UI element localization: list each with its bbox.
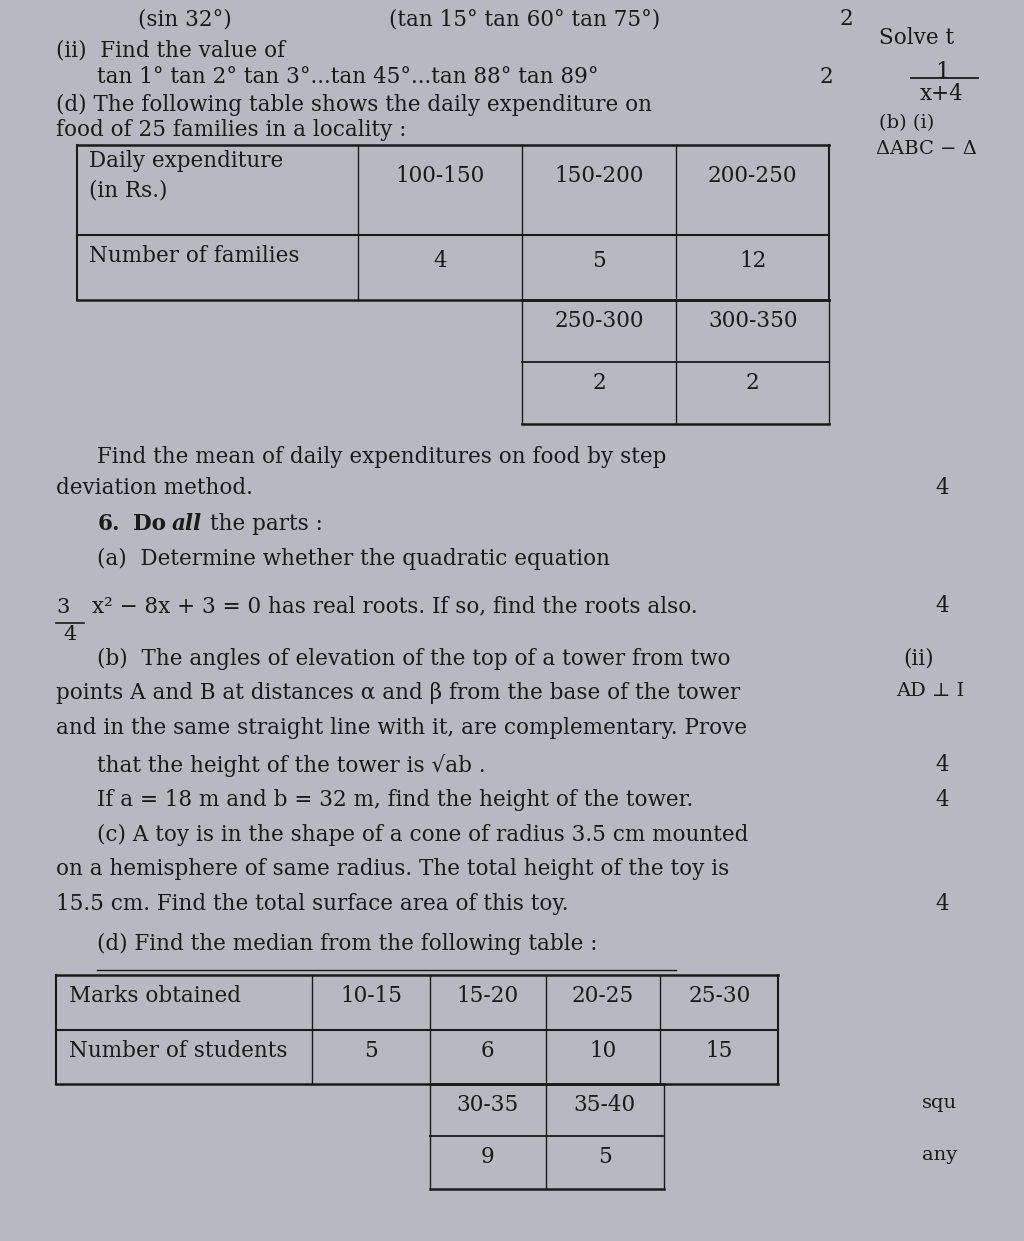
Text: 4: 4 — [935, 596, 948, 617]
Text: 250-300: 250-300 — [554, 310, 644, 331]
Text: 6: 6 — [481, 1040, 495, 1061]
Text: 2: 2 — [745, 372, 760, 393]
Text: If a = 18 m and b = 32 m, find the height of the tower.: If a = 18 m and b = 32 m, find the heigh… — [97, 789, 693, 810]
Text: 4: 4 — [935, 478, 948, 499]
Text: 35-40: 35-40 — [573, 1095, 636, 1116]
Text: 9: 9 — [481, 1147, 495, 1168]
Text: 2: 2 — [840, 7, 853, 30]
Text: 10: 10 — [590, 1040, 616, 1061]
Text: (d) Find the median from the following table :: (d) Find the median from the following t… — [97, 933, 598, 956]
Text: 20-25: 20-25 — [572, 985, 634, 1006]
Text: 4: 4 — [935, 755, 948, 776]
Text: 5: 5 — [365, 1040, 378, 1061]
Text: 100-150: 100-150 — [395, 165, 485, 187]
Text: 6.: 6. — [97, 514, 120, 535]
Text: 25-30: 25-30 — [688, 985, 751, 1006]
Text: 4: 4 — [935, 894, 948, 915]
Text: Daily expenditure: Daily expenditure — [89, 150, 284, 172]
Text: (ii): (ii) — [903, 648, 934, 669]
Text: any: any — [922, 1147, 956, 1164]
Text: Solve t: Solve t — [879, 27, 953, 50]
Text: Number of families: Number of families — [89, 246, 300, 267]
Text: 5: 5 — [598, 1147, 611, 1168]
Text: (tan 15° tan 60° tan 75°): (tan 15° tan 60° tan 75°) — [389, 7, 660, 30]
Text: AD ⊥ I: AD ⊥ I — [896, 683, 965, 700]
Text: 2: 2 — [592, 372, 606, 393]
Text: 4: 4 — [433, 251, 447, 272]
Text: (sin 32°): (sin 32°) — [138, 7, 232, 30]
Text: (a)  Determine whether the quadratic equation: (a) Determine whether the quadratic equa… — [97, 549, 610, 571]
Text: 150-200: 150-200 — [554, 165, 644, 187]
Text: food of 25 families in a locality :: food of 25 families in a locality : — [56, 119, 407, 141]
Text: 15: 15 — [706, 1040, 733, 1061]
Text: (b)  The angles of elevation of the top of a tower from two: (b) The angles of elevation of the top o… — [97, 648, 731, 670]
Text: 2: 2 — [819, 66, 833, 88]
Text: tan 1° tan 2° tan 3°...tan 45°...tan 88° tan 89°: tan 1° tan 2° tan 3°...tan 45°...tan 88°… — [97, 66, 599, 88]
Text: that the height of the tower is √ab .: that the height of the tower is √ab . — [97, 755, 486, 777]
Text: ΔABC − Δ: ΔABC − Δ — [876, 140, 977, 159]
Text: x² − 8x + 3 = 0 has real roots. If so, find the roots also.: x² − 8x + 3 = 0 has real roots. If so, f… — [92, 596, 697, 617]
Text: (d) The following table shows the daily expenditure on: (d) The following table shows the daily … — [56, 94, 652, 117]
Text: 15-20: 15-20 — [457, 985, 519, 1006]
Text: on a hemisphere of same radius. The total height of the toy is: on a hemisphere of same radius. The tota… — [56, 859, 729, 880]
Text: (in Rs.): (in Rs.) — [89, 180, 168, 202]
Text: Find the mean of daily expenditures on food by step: Find the mean of daily expenditures on f… — [97, 447, 667, 468]
Text: the parts :: the parts : — [210, 514, 323, 535]
Text: 300-350: 300-350 — [708, 310, 798, 331]
Text: Do: Do — [133, 514, 166, 535]
Text: 5: 5 — [592, 251, 606, 272]
Text: 15.5 cm. Find the total surface area of this toy.: 15.5 cm. Find the total surface area of … — [56, 894, 568, 915]
Text: squ: squ — [922, 1095, 956, 1112]
Text: (ii)  Find the value of: (ii) Find the value of — [56, 40, 286, 62]
Text: 1: 1 — [935, 61, 949, 83]
Text: 4: 4 — [63, 625, 77, 644]
Text: 4: 4 — [935, 789, 948, 810]
Text: 200-250: 200-250 — [708, 165, 798, 187]
Text: Marks obtained: Marks obtained — [69, 985, 241, 1006]
Text: x+4: x+4 — [921, 83, 964, 105]
Text: and in the same straight line with it, are complementary. Prove: and in the same straight line with it, a… — [56, 717, 748, 738]
Text: all: all — [172, 514, 202, 535]
Text: 3: 3 — [56, 598, 70, 617]
Text: points A and B at distances α and β from the base of the tower: points A and B at distances α and β from… — [56, 683, 740, 704]
Text: 10-15: 10-15 — [340, 985, 402, 1006]
Text: Number of students: Number of students — [69, 1040, 287, 1061]
Text: 30-35: 30-35 — [457, 1095, 519, 1116]
Text: (b) (i): (b) (i) — [879, 114, 934, 133]
Text: 12: 12 — [739, 251, 766, 272]
Text: deviation method.: deviation method. — [56, 478, 253, 499]
Text: (c) A toy is in the shape of a cone of radius 3.5 cm mounted: (c) A toy is in the shape of a cone of r… — [97, 824, 749, 846]
